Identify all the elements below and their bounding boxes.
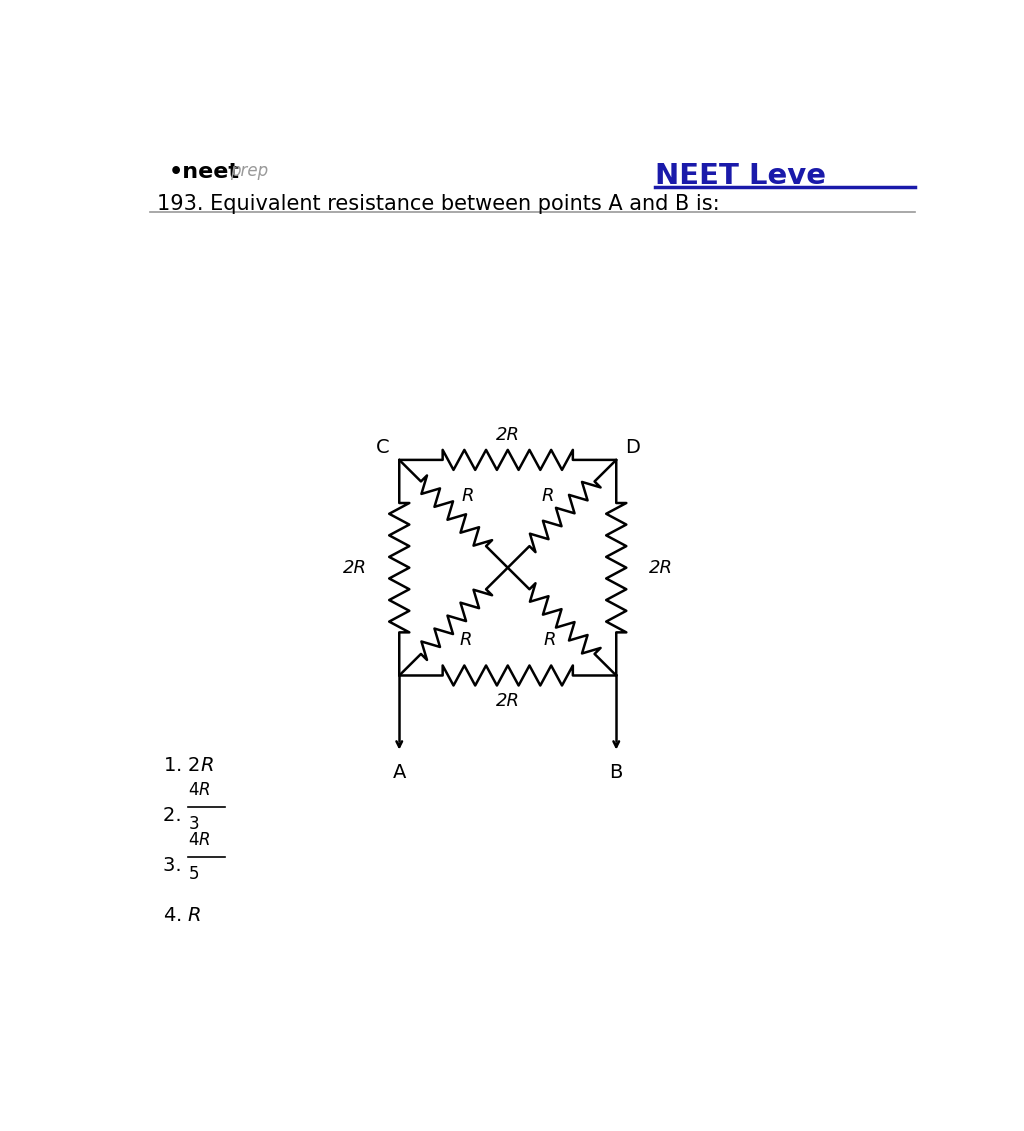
Text: 2R: 2R xyxy=(496,692,520,710)
Text: $3$: $3$ xyxy=(187,814,199,832)
Text: $5$: $5$ xyxy=(187,865,199,883)
Text: 2.: 2. xyxy=(163,806,187,826)
Text: 2R: 2R xyxy=(649,559,673,577)
Text: C: C xyxy=(377,438,390,457)
Text: •neet: •neet xyxy=(168,162,240,182)
Text: B: B xyxy=(609,762,623,782)
Text: R: R xyxy=(461,486,474,504)
Text: A: A xyxy=(392,762,406,782)
Text: prep: prep xyxy=(230,162,268,180)
Text: 2R: 2R xyxy=(496,426,520,444)
Text: R: R xyxy=(460,631,472,649)
Text: 3.: 3. xyxy=(163,856,187,875)
Text: R: R xyxy=(542,486,554,504)
Text: $4R$: $4R$ xyxy=(187,780,210,798)
Text: 4. $R$: 4. $R$ xyxy=(163,906,202,925)
Text: R: R xyxy=(544,631,556,649)
Text: D: D xyxy=(626,438,640,457)
Text: NEET Leve: NEET Leve xyxy=(655,162,826,190)
Text: 1. $2R$: 1. $2R$ xyxy=(163,757,214,776)
Text: 193. Equivalent resistance between points A and B is:: 193. Equivalent resistance between point… xyxy=(158,195,720,214)
Text: $4R$: $4R$ xyxy=(187,831,210,848)
Text: 2R: 2R xyxy=(343,559,367,577)
